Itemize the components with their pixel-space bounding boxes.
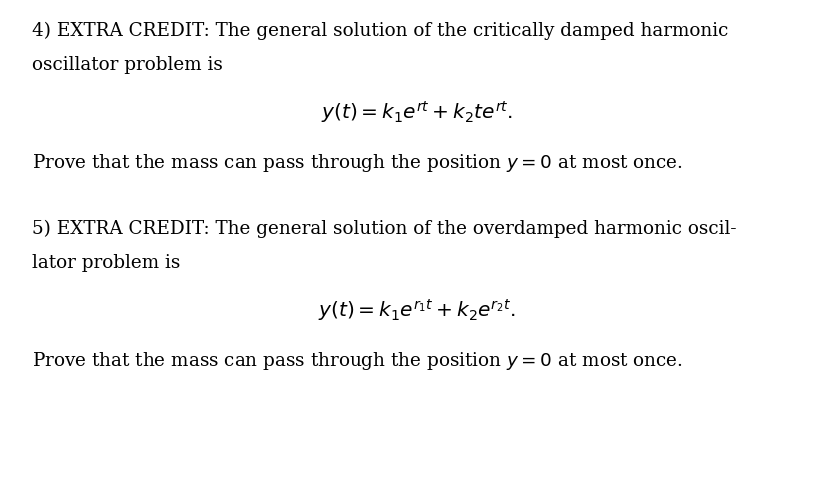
Text: lator problem is: lator problem is xyxy=(32,254,180,271)
Text: $y(t) = k_1 e^{rt} + k_2 t e^{rt}.$: $y(t) = k_1 e^{rt} + k_2 t e^{rt}.$ xyxy=(321,99,513,125)
Text: Prove that the mass can pass through the position $y = 0$ at most once.: Prove that the mass can pass through the… xyxy=(32,350,682,372)
Text: $y(t) = k_1 e^{r_1 t} + k_2 e^{r_2 t}.$: $y(t) = k_1 e^{r_1 t} + k_2 e^{r_2 t}.$ xyxy=(319,297,515,323)
Text: 4) EXTRA CREDIT: The general solution of the critically damped harmonic: 4) EXTRA CREDIT: The general solution of… xyxy=(32,22,728,40)
Text: oscillator problem is: oscillator problem is xyxy=(32,56,223,73)
Text: Prove that the mass can pass through the position $y = 0$ at most once.: Prove that the mass can pass through the… xyxy=(32,152,682,174)
Text: 5) EXTRA CREDIT: The general solution of the overdamped harmonic oscil-: 5) EXTRA CREDIT: The general solution of… xyxy=(32,220,736,238)
